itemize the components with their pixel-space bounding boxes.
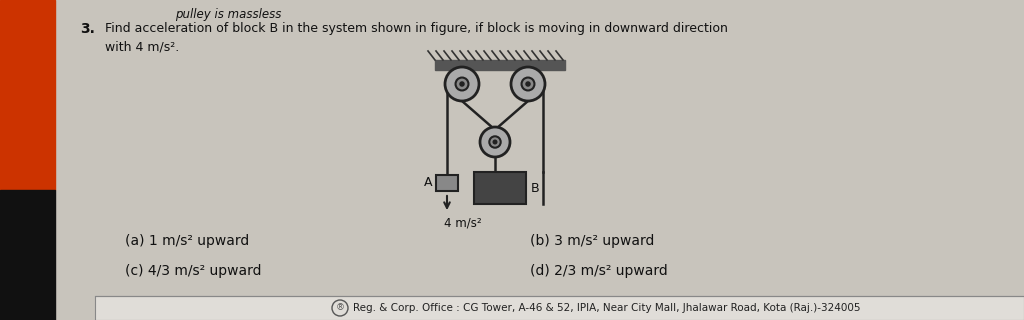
Circle shape [489, 136, 501, 148]
Circle shape [494, 140, 497, 144]
Text: ®: ® [336, 303, 344, 313]
Bar [435, 60, 565, 70]
Text: A: A [424, 177, 432, 189]
Circle shape [460, 82, 464, 86]
Circle shape [456, 77, 468, 91]
Text: Reg. & Corp. Office : CG Tower, A-46 & 52, IPIA, Near City Mall, Jhalawar Road, : Reg. & Corp. Office : CG Tower, A-46 & 5… [353, 303, 860, 313]
Text: (b) 3 m/s² upward: (b) 3 m/s² upward [530, 234, 654, 248]
Text: (c) 4/3 m/s² upward: (c) 4/3 m/s² upward [125, 264, 261, 278]
Circle shape [526, 82, 530, 86]
Bar [0, 190, 55, 320]
Bar [95, 296, 1024, 320]
Text: pulley is massless: pulley is massless [175, 8, 282, 21]
Bar [0, 0, 55, 190]
Circle shape [480, 127, 510, 157]
Text: with 4 m/s².: with 4 m/s². [105, 40, 179, 53]
Text: B: B [531, 181, 540, 195]
Circle shape [521, 77, 535, 91]
Text: (a) 1 m/s² upward: (a) 1 m/s² upward [125, 234, 249, 248]
Circle shape [511, 67, 545, 101]
Text: Find acceleration of block B in the system shown in figure, if block is moving i: Find acceleration of block B in the syst… [105, 22, 728, 35]
Text: 3.: 3. [80, 22, 95, 36]
Circle shape [445, 67, 479, 101]
Bar [436, 175, 458, 191]
Text: 4 m/s²: 4 m/s² [444, 216, 481, 229]
Bar [474, 172, 526, 204]
Text: (d) 2/3 m/s² upward: (d) 2/3 m/s² upward [530, 264, 668, 278]
